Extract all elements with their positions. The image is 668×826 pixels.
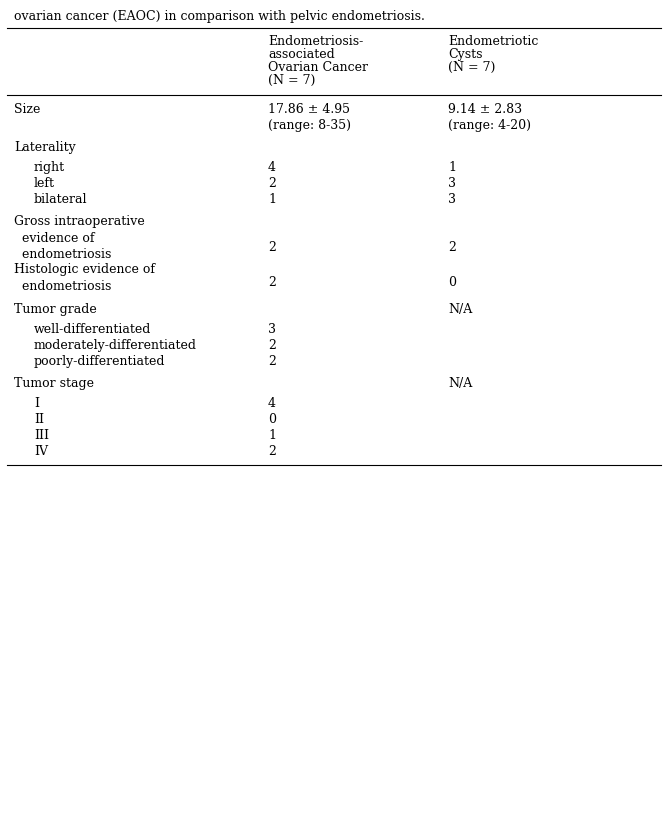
Text: 3: 3 bbox=[448, 177, 456, 190]
Text: ovarian cancer (EAOC) in comparison with pelvic endometriosis.: ovarian cancer (EAOC) in comparison with… bbox=[14, 10, 425, 23]
Text: 4: 4 bbox=[268, 161, 276, 174]
Text: 4: 4 bbox=[268, 397, 276, 410]
Text: Size: Size bbox=[14, 103, 40, 116]
Text: III: III bbox=[34, 429, 49, 442]
Text: 2: 2 bbox=[268, 276, 276, 289]
Text: Endometriosis-: Endometriosis- bbox=[268, 35, 363, 48]
Text: 0: 0 bbox=[268, 413, 276, 426]
Text: 1: 1 bbox=[448, 161, 456, 174]
Text: II: II bbox=[34, 413, 44, 426]
Text: I: I bbox=[34, 397, 39, 410]
Text: 1: 1 bbox=[268, 429, 276, 442]
Text: N/A: N/A bbox=[448, 377, 472, 390]
Text: 2: 2 bbox=[268, 241, 276, 254]
Text: 2: 2 bbox=[268, 177, 276, 190]
Text: 2: 2 bbox=[268, 339, 276, 352]
Text: Tumor stage: Tumor stage bbox=[14, 377, 94, 390]
Text: Gross intraoperative
  evidence of
  endometriosis: Gross intraoperative evidence of endomet… bbox=[14, 215, 145, 261]
Text: 2: 2 bbox=[268, 445, 276, 458]
Text: right: right bbox=[34, 161, 65, 174]
Text: 3: 3 bbox=[448, 193, 456, 206]
Text: left: left bbox=[34, 177, 55, 190]
Text: well-differentiated: well-differentiated bbox=[34, 323, 152, 336]
Text: Tumor grade: Tumor grade bbox=[14, 303, 97, 316]
Text: N/A: N/A bbox=[448, 303, 472, 316]
Text: 17.86 ± 4.95
(range: 8-35): 17.86 ± 4.95 (range: 8-35) bbox=[268, 103, 351, 132]
Text: Histologic evidence of
  endometriosis: Histologic evidence of endometriosis bbox=[14, 263, 155, 292]
Text: 3: 3 bbox=[268, 323, 276, 336]
Text: IV: IV bbox=[34, 445, 48, 458]
Text: 2: 2 bbox=[448, 241, 456, 254]
Text: 1: 1 bbox=[268, 193, 276, 206]
Text: moderately-differentiated: moderately-differentiated bbox=[34, 339, 197, 352]
Text: bilateral: bilateral bbox=[34, 193, 88, 206]
Text: Laterality: Laterality bbox=[14, 141, 75, 154]
Text: Ovarian Cancer: Ovarian Cancer bbox=[268, 61, 368, 74]
Text: associated: associated bbox=[268, 48, 335, 61]
Text: 2: 2 bbox=[268, 355, 276, 368]
Text: 9.14 ± 2.83
(range: 4-20): 9.14 ± 2.83 (range: 4-20) bbox=[448, 103, 531, 132]
Text: 0: 0 bbox=[448, 276, 456, 289]
Text: Cysts: Cysts bbox=[448, 48, 482, 61]
Text: (N = 7): (N = 7) bbox=[268, 74, 315, 87]
Text: (N = 7): (N = 7) bbox=[448, 61, 496, 74]
Text: poorly-differentiated: poorly-differentiated bbox=[34, 355, 166, 368]
Text: Endometriotic: Endometriotic bbox=[448, 35, 538, 48]
